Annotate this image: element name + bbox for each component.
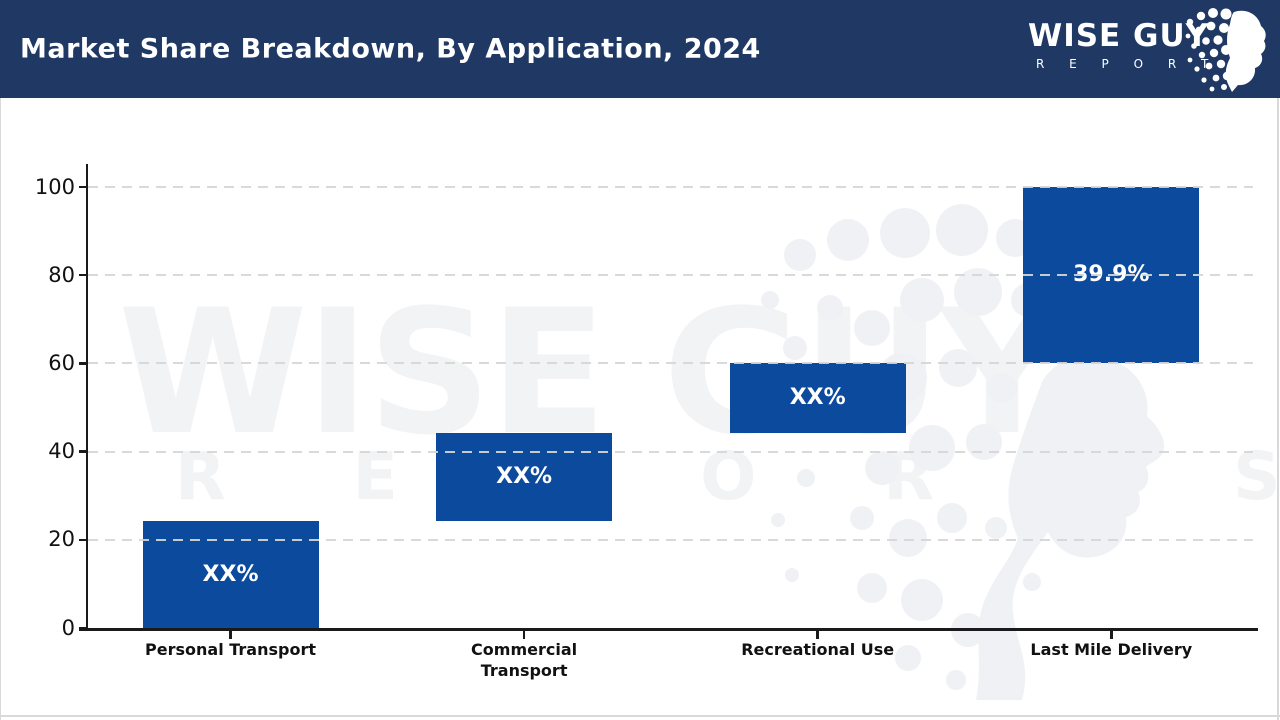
y-axis-tick-label: 20 xyxy=(48,527,75,552)
logo-wordmark: WISE GUY xyxy=(1028,18,1210,54)
x-axis-tick xyxy=(816,630,819,639)
gridline xyxy=(88,362,1253,365)
x-axis-spine xyxy=(79,628,1258,631)
dotted-head-logo-icon xyxy=(1185,8,1266,93)
y-axis-tick-label: 40 xyxy=(48,439,75,464)
watermark-subtitle: R E P O R T S xyxy=(175,438,1280,515)
y-axis-tick xyxy=(79,362,88,365)
figure-border-left xyxy=(0,98,1,720)
gridline xyxy=(88,274,1253,277)
figure-border-right xyxy=(1277,98,1279,720)
y-axis-tick xyxy=(79,185,88,189)
y-axis-tick xyxy=(79,273,88,277)
gridline xyxy=(88,538,1253,541)
y-axis-spine xyxy=(85,164,88,631)
y-axis-tick xyxy=(79,450,88,453)
x-axis-label: Personal Transport xyxy=(145,640,316,659)
bar-segment: XX% xyxy=(436,432,613,522)
bar-segment: XX% xyxy=(729,362,906,433)
figure-border-bottom xyxy=(0,715,1280,717)
chart-title: Market Share Breakdown, By Application, … xyxy=(20,33,761,65)
wise-guy-reports-logo: WISE GUY R E P O R T S xyxy=(1000,4,1270,94)
y-axis-tick-label: 60 xyxy=(48,350,75,375)
x-axis-tick xyxy=(1110,630,1113,639)
x-axis-label: Recreational Use xyxy=(741,640,895,659)
bar-value-label: XX% xyxy=(202,562,259,588)
x-axis-label: Commercial Transport xyxy=(471,640,578,680)
bar-value-label: XX% xyxy=(496,464,553,490)
logo-subtitle: R E P O R T S xyxy=(1036,57,1252,71)
gridline xyxy=(88,450,1253,453)
x-axis-label: Last Mile Delivery xyxy=(1030,640,1193,659)
logo-text: WISE GUY R E P O R T S xyxy=(1028,18,1252,71)
y-axis-tick-label: 100 xyxy=(34,174,75,199)
y-axis-tick xyxy=(79,538,88,542)
gridline xyxy=(88,186,1253,188)
y-axis-tick-label: 0 xyxy=(61,615,75,640)
bar-value-label: XX% xyxy=(789,385,846,411)
x-axis-tick xyxy=(229,630,232,639)
y-axis-tick-label: 80 xyxy=(48,262,75,287)
x-axis-tick xyxy=(522,630,526,639)
header-banner: Market Share Breakdown, By Application, … xyxy=(0,0,1280,98)
bar-segment: XX% xyxy=(142,521,319,628)
